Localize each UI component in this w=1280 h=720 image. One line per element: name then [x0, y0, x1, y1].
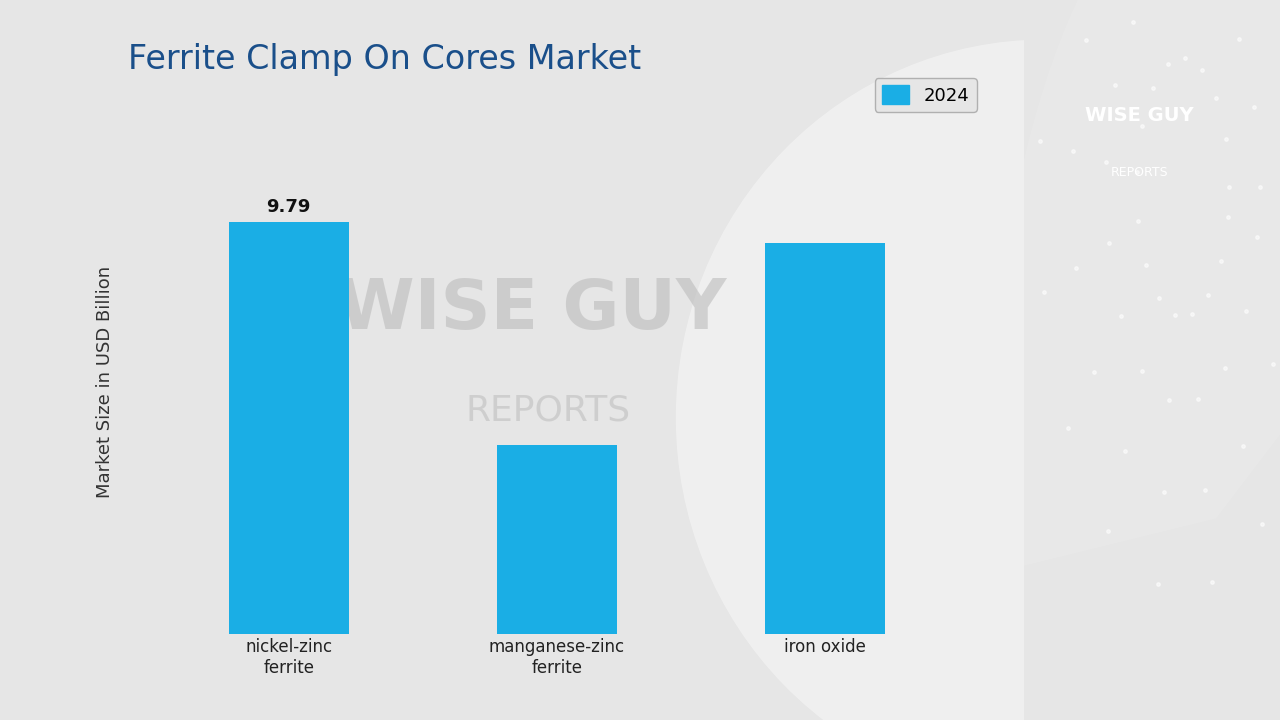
- Wedge shape: [986, 0, 1280, 575]
- Ellipse shape: [676, 40, 1280, 720]
- Legend: 2024: 2024: [874, 78, 977, 112]
- Y-axis label: Market Size in USD Billion: Market Size in USD Billion: [96, 266, 114, 498]
- Bar: [229, 222, 349, 634]
- Text: WISE GUY: WISE GUY: [338, 276, 727, 343]
- Text: REPORTS: REPORTS: [1110, 166, 1169, 179]
- Text: REPORTS: REPORTS: [465, 393, 631, 428]
- Bar: [764, 243, 884, 634]
- Text: WISE GUY: WISE GUY: [1085, 106, 1193, 125]
- Bar: [497, 444, 617, 634]
- Text: Ferrite Clamp On Cores Market: Ferrite Clamp On Cores Market: [128, 43, 641, 76]
- Text: 9.79: 9.79: [266, 198, 311, 216]
